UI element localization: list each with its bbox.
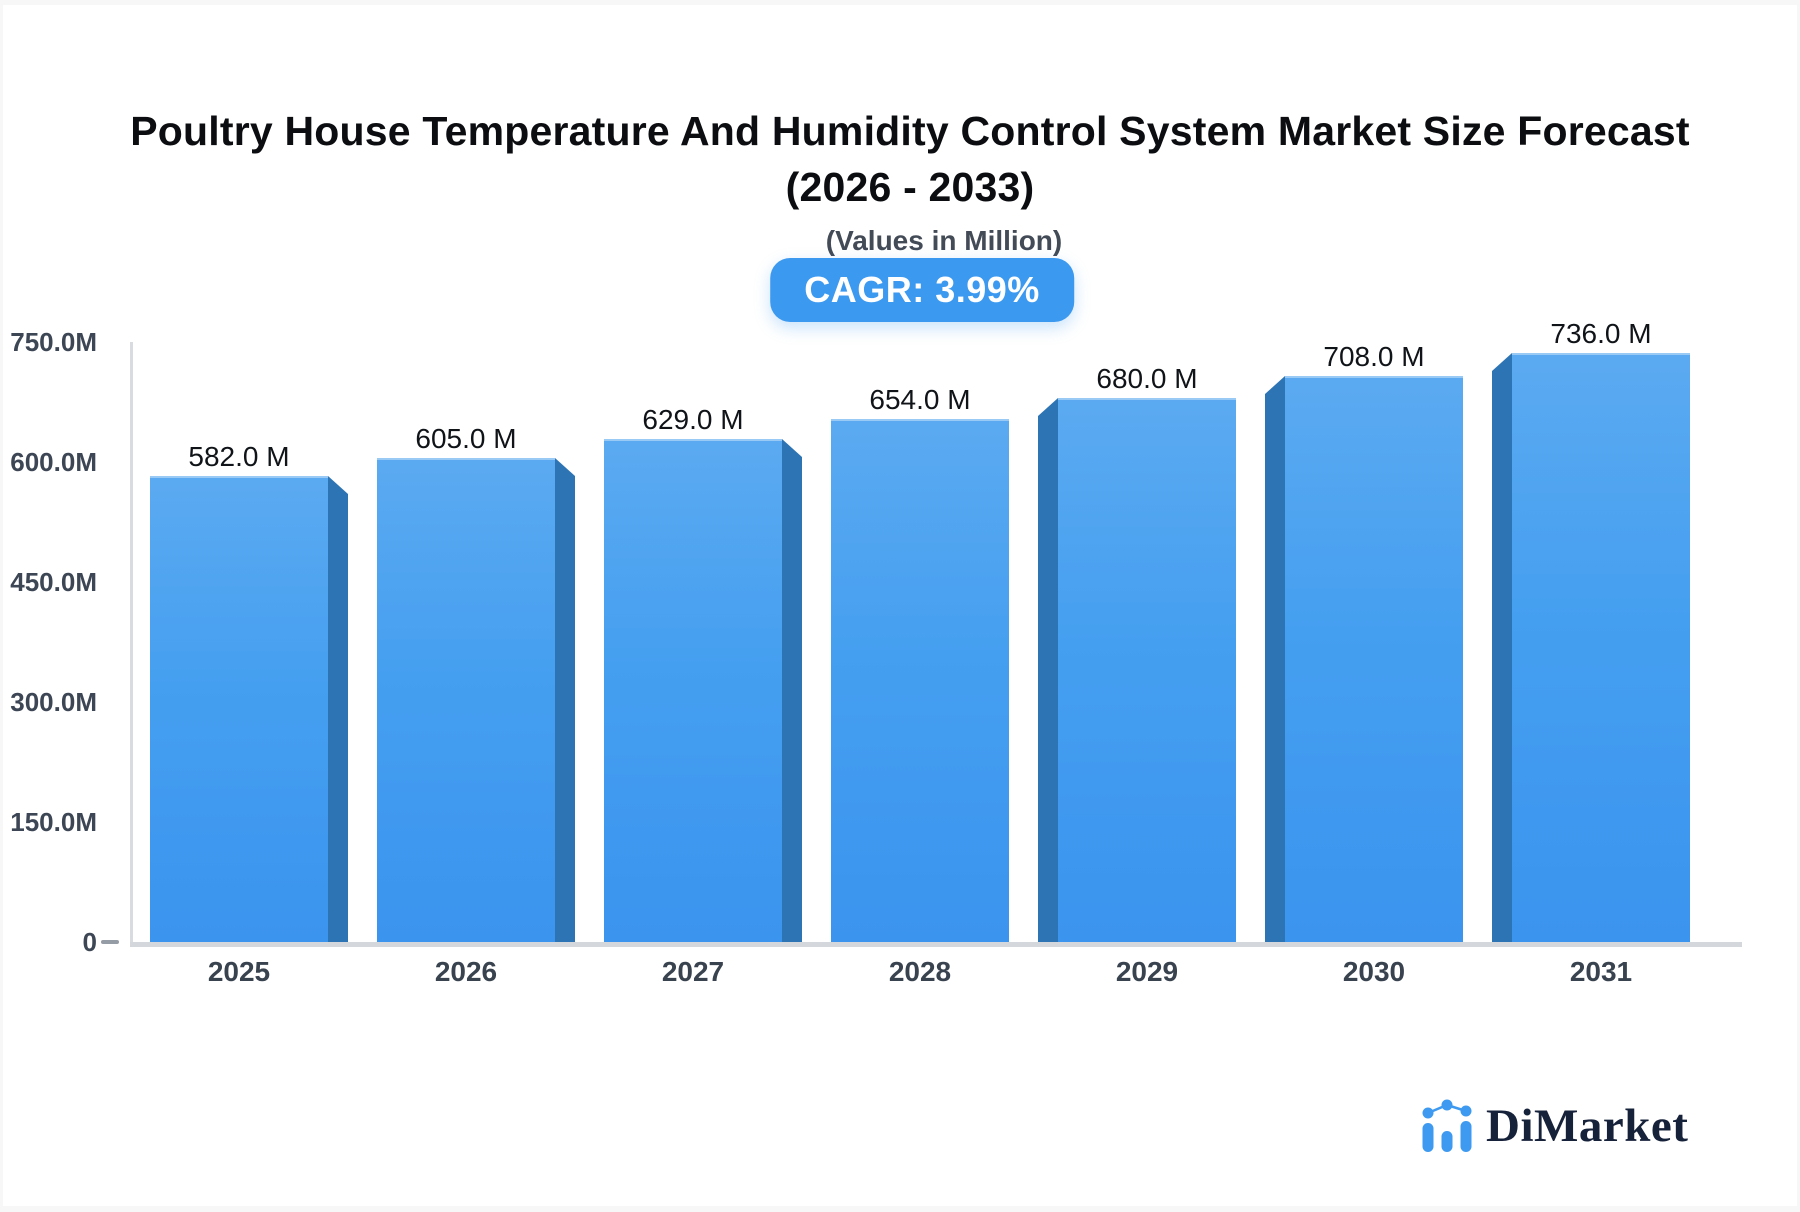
- bar-top-highlight: [1058, 398, 1236, 400]
- brand-logo: DiMarket: [1420, 1096, 1688, 1152]
- x-axis-label-2028: 2028: [888, 956, 952, 987]
- x-axis-label-2030: 2030: [1342, 956, 1406, 987]
- bar-value-label-2029: 680.0 M: [1096, 363, 1198, 394]
- bar-top-highlight: [1512, 353, 1690, 355]
- x-axis-label-2025: 2025: [207, 956, 271, 987]
- x-axis-label-2027: 2027: [661, 956, 725, 987]
- bar-chart-logo-icon: [1422, 1099, 1472, 1152]
- bar-2027[interactable]: [604, 439, 782, 942]
- bar-value-label-2025: 582.0 M: [188, 441, 290, 472]
- y-axis-tick-label: 300.0M: [10, 687, 97, 717]
- bar-side-face-2030: [1265, 376, 1285, 942]
- bar-value-label-2027: 629.0 M: [642, 404, 744, 435]
- bar-2026[interactable]: [377, 458, 555, 942]
- bar-top-highlight: [604, 439, 782, 441]
- y-axis-tick-label: 0: [82, 927, 97, 957]
- chart-card: Poultry House Temperature And Humidity C…: [3, 5, 1797, 1206]
- bar-side-face-2031: [1492, 353, 1512, 942]
- x-axis-label-2029: 2029: [1115, 956, 1179, 987]
- brand-name: DiMarket: [1486, 1100, 1689, 1152]
- bar-value-label-2028: 654.0 M: [869, 384, 971, 415]
- zero-tick-dash: [101, 940, 119, 944]
- bar-top-highlight: [831, 419, 1009, 421]
- x-axis-line: [130, 942, 1742, 947]
- y-axis-tick-label: 150.0M: [10, 807, 97, 837]
- bar-top-highlight: [1285, 376, 1463, 378]
- bar-value-label-2031: 736.0 M: [1550, 318, 1652, 349]
- y-axis-tick-label: 450.0M: [10, 567, 97, 597]
- chart-title-line2: (2026 - 2033): [785, 164, 1035, 210]
- bar-2031[interactable]: [1512, 353, 1690, 942]
- bar-top-highlight: [377, 458, 555, 460]
- x-axis-label-2031: 2031: [1569, 956, 1633, 987]
- bar-value-label-2030: 708.0 M: [1323, 341, 1425, 372]
- chart-subtitle: (Values in Million): [825, 225, 1063, 256]
- x-axis-label-2026: 2026: [434, 956, 498, 987]
- bar-side-face-2025: [328, 476, 348, 942]
- bar-2029[interactable]: [1058, 398, 1236, 942]
- chart-title: Poultry House Temperature And Humidity C…: [0, 103, 1800, 215]
- y-axis-tick-label: 600.0M: [10, 447, 97, 477]
- bar-top-highlight: [150, 476, 328, 478]
- y-axis-tick-label: 750.0M: [10, 327, 97, 357]
- y-axis-line: [130, 342, 133, 947]
- cagr-badge: CAGR: 3.99%: [770, 258, 1074, 322]
- bar-side-face-2027: [782, 439, 802, 942]
- bar-2025[interactable]: [150, 476, 328, 942]
- bar-side-face-2029: [1038, 398, 1058, 942]
- bar-side-face-2026: [555, 458, 575, 942]
- bar-2030[interactable]: [1285, 376, 1463, 942]
- bar-2028[interactable]: [831, 419, 1009, 942]
- bar-value-label-2026: 605.0 M: [415, 423, 517, 454]
- chart-title-line1: Poultry House Temperature And Humidity C…: [130, 108, 1690, 154]
